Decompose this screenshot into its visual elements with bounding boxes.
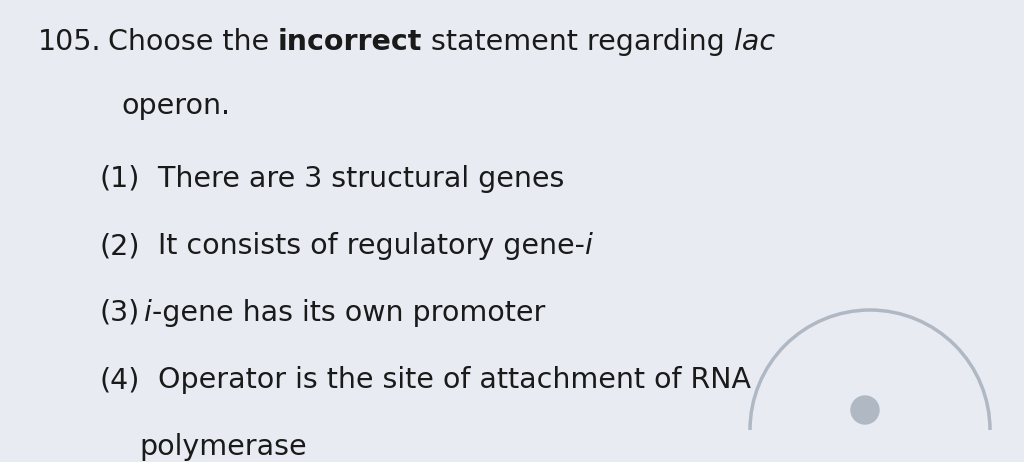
Circle shape [851,396,879,424]
Text: -gene has its own promoter: -gene has its own promoter [153,299,546,327]
Text: i: i [586,232,593,260]
Text: There are 3 structural genes: There are 3 structural genes [140,165,565,193]
Text: (2): (2) [100,232,140,260]
Text: i: i [144,299,153,327]
Text: Choose the: Choose the [108,28,278,56]
Text: (3): (3) [100,299,140,327]
Text: Operator is the site of attachment of RNA: Operator is the site of attachment of RN… [140,366,752,394]
Text: 105.: 105. [38,28,101,56]
Text: polymerase: polymerase [139,433,306,461]
Text: statement regarding: statement regarding [422,28,734,56]
Text: (4): (4) [100,366,140,394]
Text: operon.: operon. [121,92,230,120]
Text: It consists of regulatory gene-: It consists of regulatory gene- [140,232,586,260]
Text: (1): (1) [100,165,140,193]
Text: incorrect: incorrect [278,28,422,56]
Text: lac: lac [734,28,775,56]
